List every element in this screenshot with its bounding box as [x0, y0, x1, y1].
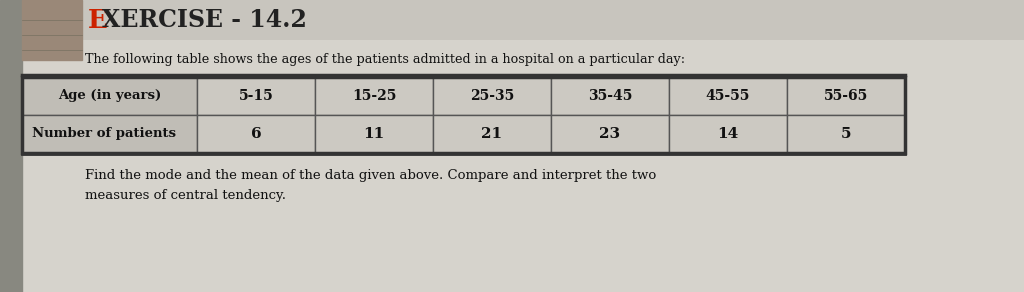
- Text: Find the mode and the mean of the data given above. Compare and interpret the tw: Find the mode and the mean of the data g…: [85, 168, 656, 182]
- Text: 55-65: 55-65: [824, 89, 868, 103]
- Text: Number of patients: Number of patients: [33, 128, 176, 140]
- Bar: [22, 0, 1024, 40]
- Text: 6: 6: [251, 127, 261, 141]
- Bar: [433, 77, 551, 115]
- Bar: [551, 77, 669, 115]
- Text: Age (in years): Age (in years): [58, 90, 161, 102]
- Bar: [22, 77, 905, 153]
- Text: 23: 23: [599, 127, 621, 141]
- Bar: [787, 77, 905, 115]
- Text: 35-45: 35-45: [588, 89, 632, 103]
- Text: 11: 11: [364, 127, 385, 141]
- Text: 14: 14: [718, 127, 738, 141]
- Bar: [787, 115, 905, 153]
- Text: 45-55: 45-55: [706, 89, 751, 103]
- Text: The following table shows the ages of the patients admitted in a hospital on a p: The following table shows the ages of th…: [85, 53, 685, 65]
- Bar: [22, 77, 197, 115]
- Bar: [315, 77, 433, 115]
- Bar: [197, 115, 315, 153]
- Text: XERCISE - 14.2: XERCISE - 14.2: [102, 8, 307, 32]
- Text: 15-25: 15-25: [352, 89, 396, 103]
- Bar: [551, 115, 669, 153]
- Bar: [22, 115, 197, 153]
- Text: measures of central tendency.: measures of central tendency.: [85, 189, 286, 201]
- Bar: [433, 115, 551, 153]
- Text: 21: 21: [481, 127, 503, 141]
- Bar: [669, 115, 787, 153]
- Bar: [22, 0, 82, 60]
- Bar: [0, 0, 22, 292]
- Text: 25-35: 25-35: [470, 89, 514, 103]
- Bar: [197, 77, 315, 115]
- Text: 5-15: 5-15: [239, 89, 273, 103]
- Text: E: E: [88, 8, 108, 32]
- Bar: [669, 77, 787, 115]
- Text: 5: 5: [841, 127, 851, 141]
- Bar: [315, 115, 433, 153]
